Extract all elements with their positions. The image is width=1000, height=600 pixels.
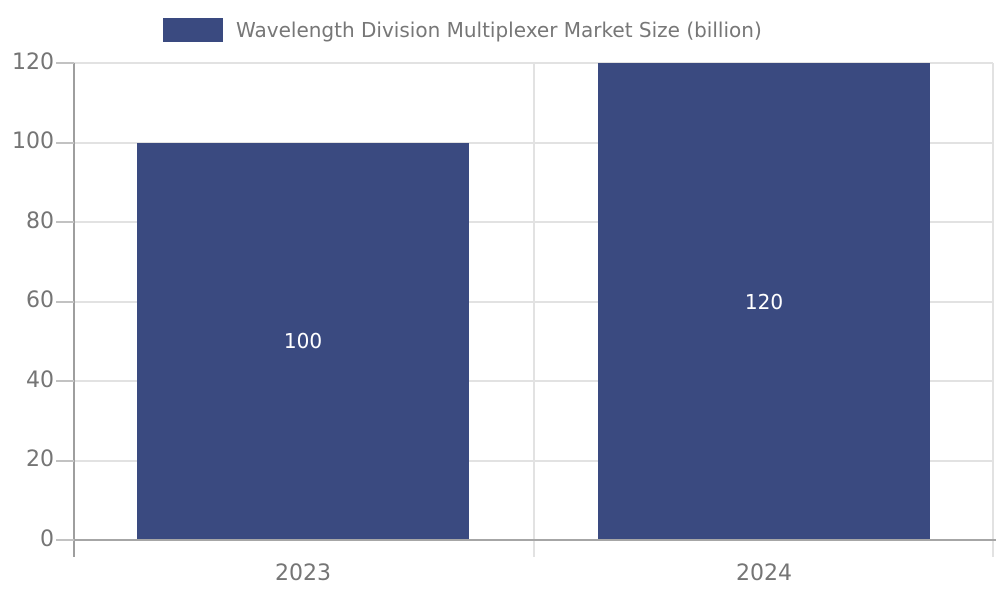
y-tick-120 <box>56 62 74 64</box>
y-tick-40 <box>56 380 74 382</box>
legend-label: Wavelength Division Multiplexer Market S… <box>236 18 762 42</box>
plot-right-edge-gridline <box>992 63 994 557</box>
y-tick-60 <box>56 301 74 303</box>
bar-value-label-2023: 100 <box>283 329 323 354</box>
y-tick-label-100: 100 <box>12 129 54 154</box>
y-tick-100 <box>56 142 74 144</box>
y-tick-label-0: 0 <box>40 527 54 552</box>
bar-2023: 100 <box>137 142 469 540</box>
category-separator-gridline <box>533 63 535 557</box>
y-tick-20 <box>56 460 74 462</box>
y-tick-label-120: 120 <box>12 50 54 75</box>
y-tick-80 <box>56 221 74 223</box>
y-tick-label-60: 60 <box>26 288 54 313</box>
bar-2024: 120 <box>598 63 930 540</box>
y-axis-line <box>73 63 75 557</box>
bar-value-label-2024: 120 <box>744 289 784 314</box>
x-axis-line <box>73 539 996 541</box>
x-tick-label-2023: 2023 <box>275 561 331 586</box>
legend: Wavelength Division Multiplexer Market S… <box>163 18 762 42</box>
legend-swatch <box>163 18 223 42</box>
y-tick-label-80: 80 <box>26 209 54 234</box>
y-tick-0 <box>56 539 74 541</box>
y-tick-label-20: 20 <box>26 447 54 472</box>
y-tick-label-40: 40 <box>26 368 54 393</box>
x-tick-label-2024: 2024 <box>736 561 792 586</box>
